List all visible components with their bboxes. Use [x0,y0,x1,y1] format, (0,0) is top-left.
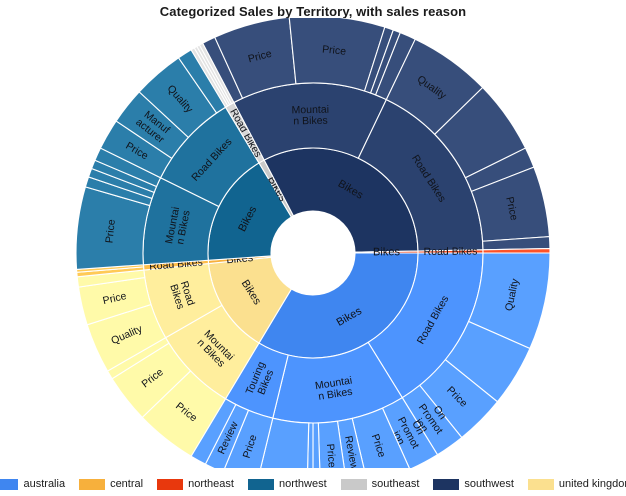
slice-reason-unlabeled[interactable] [482,247,551,254]
legend-swatch-northeast [157,478,184,490]
legend-swatch-southeast [340,478,367,490]
legend-label: central [110,478,144,490]
legend-label: australia [23,478,66,490]
legend-item-northwest[interactable]: northwest [247,478,327,490]
legend-swatch-central [79,478,106,490]
legend-label: northeast [188,478,234,490]
legend-item-australia[interactable]: australia [0,478,65,490]
legend-swatch-northwest [247,478,274,490]
legend-label: southeast [371,478,420,490]
legend-label: northwest [278,478,327,490]
chart-legend: australia central northeast northwest southe… [0,478,626,490]
legend-swatch-united-kingdom [527,478,554,490]
legend-item-united-kingdom[interactable]: united kingdom [527,478,626,490]
chart-title: Categorized Sales by Territory, with sal… [159,4,467,19]
legend-swatch-southwest [433,478,460,490]
legend-label: united kingdom [558,478,626,490]
legend-label: southwest [464,478,514,490]
legend-item-northeast[interactable]: northeast [157,478,234,490]
legend-swatch-australia [0,478,19,490]
legend-item-southeast[interactable]: southeast [340,478,420,490]
legend-item-southwest[interactable]: southwest [433,478,514,490]
legend-item-central[interactable]: central [79,478,143,490]
sunburst-plot[interactable]: Bikes Road Bikes QualityPriceOnPromotionMo… [0,18,626,468]
sunburst-center-hole [271,211,355,295]
